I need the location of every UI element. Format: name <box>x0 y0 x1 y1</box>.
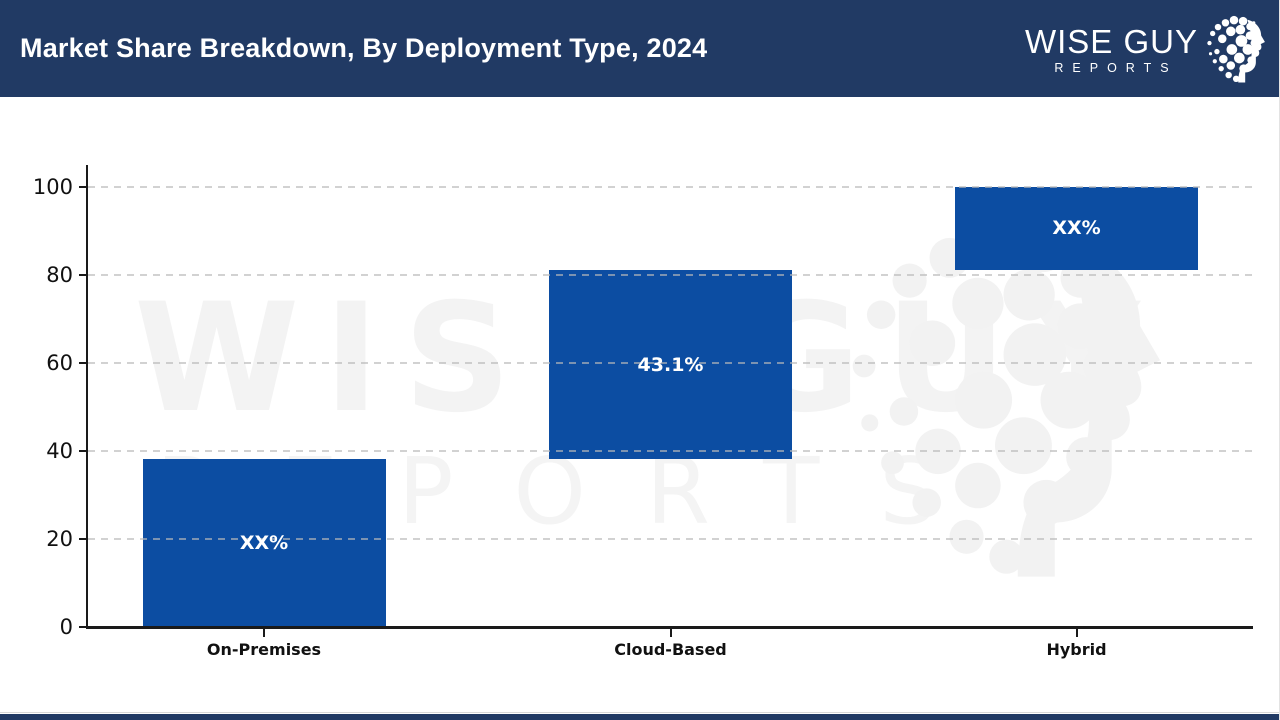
y-axis-tick-label-20: 20 <box>46 527 73 551</box>
y-tick-mark-40 <box>79 450 87 452</box>
y-tick-mark-80 <box>79 274 87 276</box>
footer-bar <box>0 714 1279 720</box>
x-axis-category-label-cloud-based: Cloud-Based <box>614 640 727 659</box>
y-axis-line <box>86 165 88 629</box>
gridline-40 <box>88 450 1253 452</box>
y-axis-tick-label-100: 100 <box>32 175 73 199</box>
x-tick-mark-on-premises <box>263 629 265 637</box>
bar-on-premises <box>142 459 386 627</box>
gridline-80 <box>88 274 1253 276</box>
y-tick-mark-0 <box>79 626 87 628</box>
x-axis-category-label-on-premises: On-Premises <box>206 640 322 659</box>
y-tick-mark-100 <box>79 186 87 188</box>
wiseguy-logo-text: WISE GUY REPORTS <box>1025 25 1198 75</box>
bar-value-label-cloud-based: 43.1% <box>637 353 704 376</box>
wiseguy-logo: WISE GUY REPORTS <box>1025 10 1266 90</box>
bar-value-label-on-premises: XX% <box>239 532 289 555</box>
gridline-20 <box>88 538 1253 540</box>
logo-wiseguy-label: WISE GUY <box>1024 23 1198 61</box>
bar-value-label-hybrid: XX% <box>1052 217 1101 240</box>
x-axis-category-label-hybrid: Hybrid <box>1046 640 1107 659</box>
y-tick-mark-60 <box>79 362 87 364</box>
wiseguy-face-icon <box>1202 11 1266 89</box>
x-tick-mark-hybrid <box>1075 629 1078 637</box>
bar-hybrid <box>955 187 1198 270</box>
y-axis-tick-label-80: 80 <box>46 263 73 287</box>
y-axis-tick-label-40: 40 <box>46 439 73 463</box>
y-axis-tick-label-60: 60 <box>46 351 73 375</box>
logo-reports-label: REPORTS <box>1054 61 1178 76</box>
footer-divider <box>0 712 1279 713</box>
x-tick-mark-cloud-based <box>669 629 672 637</box>
y-tick-mark-20 <box>79 538 87 540</box>
chart-title: Market Share Breakdown, By Deployment Ty… <box>20 33 708 63</box>
gridline-60 <box>88 362 1253 364</box>
header-bar: Market Share Breakdown, By Deployment Ty… <box>0 0 1279 97</box>
x-axis-line <box>86 626 1253 629</box>
gridline-100 <box>88 186 1253 188</box>
y-axis-tick-label-0: 0 <box>59 615 73 639</box>
bar-cloud-based <box>549 269 792 460</box>
